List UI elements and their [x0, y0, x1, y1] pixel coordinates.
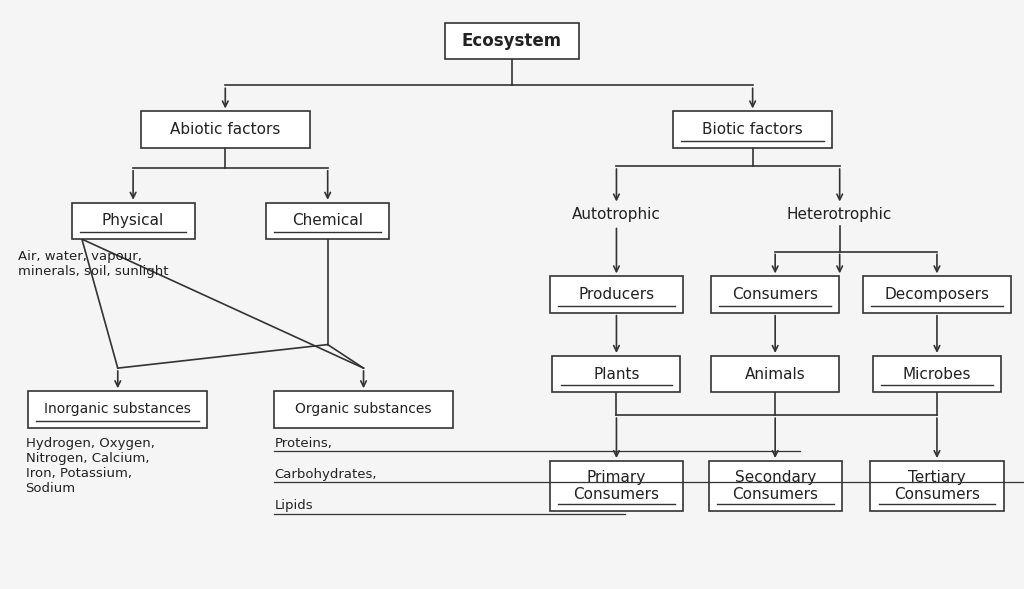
FancyBboxPatch shape [711, 356, 840, 392]
Text: Primary
Consumers: Primary Consumers [573, 469, 659, 502]
Text: Inorganic substances: Inorganic substances [44, 402, 191, 416]
Text: Heterotrophic: Heterotrophic [787, 207, 892, 223]
Text: Biotic factors: Biotic factors [702, 122, 803, 137]
FancyBboxPatch shape [674, 111, 831, 148]
FancyBboxPatch shape [273, 391, 453, 428]
FancyBboxPatch shape [29, 391, 207, 428]
Text: Proteins,: Proteins, [274, 437, 333, 450]
Text: Secondary
Consumers: Secondary Consumers [732, 469, 818, 502]
Text: Tertiary
Consumers: Tertiary Consumers [894, 469, 980, 502]
Text: Plants: Plants [593, 366, 640, 382]
Text: Ecosystem: Ecosystem [462, 32, 562, 50]
Text: Decomposers: Decomposers [885, 287, 989, 302]
Text: Microbes: Microbes [903, 366, 971, 382]
Text: Abiotic factors: Abiotic factors [170, 122, 281, 137]
Text: Physical: Physical [102, 213, 164, 229]
FancyBboxPatch shape [266, 203, 389, 239]
FancyBboxPatch shape [553, 356, 680, 392]
Text: Carbohydrates,: Carbohydrates, [274, 468, 377, 481]
FancyBboxPatch shape [550, 276, 683, 313]
Text: Hydrogen, Oxygen,
Nitrogen, Calcium,
Iron, Potassium,
Sodium: Hydrogen, Oxygen, Nitrogen, Calcium, Iro… [26, 437, 155, 495]
Text: Producers: Producers [579, 287, 654, 302]
FancyBboxPatch shape [550, 461, 683, 511]
FancyBboxPatch shape [862, 276, 1012, 313]
Text: Air, water, vapour,
minerals, soil, sunlight: Air, water, vapour, minerals, soil, sunl… [18, 250, 169, 279]
FancyBboxPatch shape [141, 111, 309, 148]
Text: Animals: Animals [744, 366, 806, 382]
FancyBboxPatch shape [709, 461, 842, 511]
Text: Lipids: Lipids [274, 499, 313, 512]
Text: Chemical: Chemical [292, 213, 364, 229]
Text: Autotrophic: Autotrophic [572, 207, 660, 223]
FancyBboxPatch shape [72, 203, 195, 239]
FancyBboxPatch shape [711, 276, 840, 313]
Text: Organic substances: Organic substances [295, 402, 432, 416]
Text: Consumers: Consumers [732, 287, 818, 302]
FancyBboxPatch shape [870, 461, 1004, 511]
FancyBboxPatch shape [445, 23, 579, 59]
FancyBboxPatch shape [872, 356, 1001, 392]
